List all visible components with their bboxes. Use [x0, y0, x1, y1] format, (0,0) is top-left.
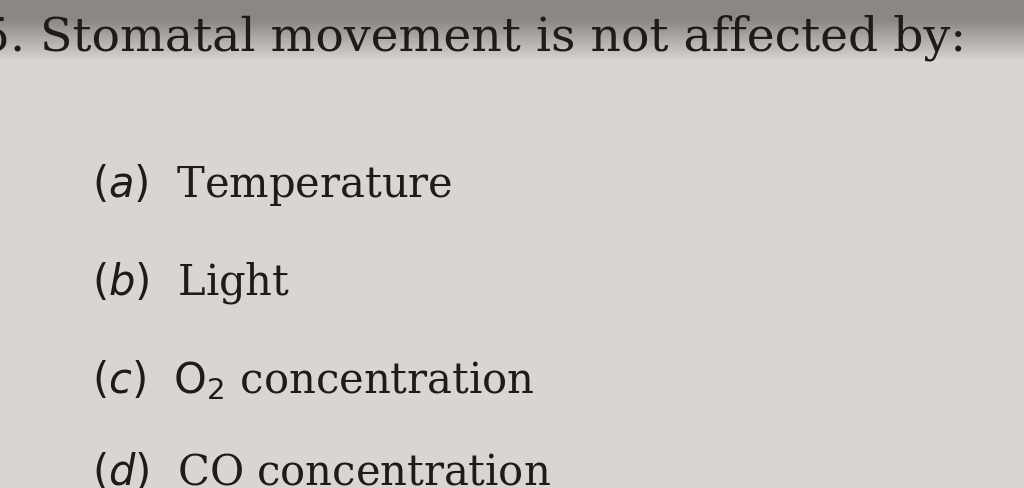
Text: $\mathit{(b)}$  Light: $\mathit{(b)}$ Light	[92, 260, 291, 306]
Text: $\mathit{(a)}$  Temperature: $\mathit{(a)}$ Temperature	[92, 163, 453, 208]
Text: $\mathit{(d)}$  CO concentration: $\mathit{(d)}$ CO concentration	[92, 452, 551, 488]
Text: 5. Stomatal movement is not affected by:: 5. Stomatal movement is not affected by:	[0, 15, 966, 61]
Text: $\mathit{(c)}$  $\mathrm{O_2}$ concentration: $\mathit{(c)}$ $\mathrm{O_2}$ concentrat…	[92, 359, 535, 403]
